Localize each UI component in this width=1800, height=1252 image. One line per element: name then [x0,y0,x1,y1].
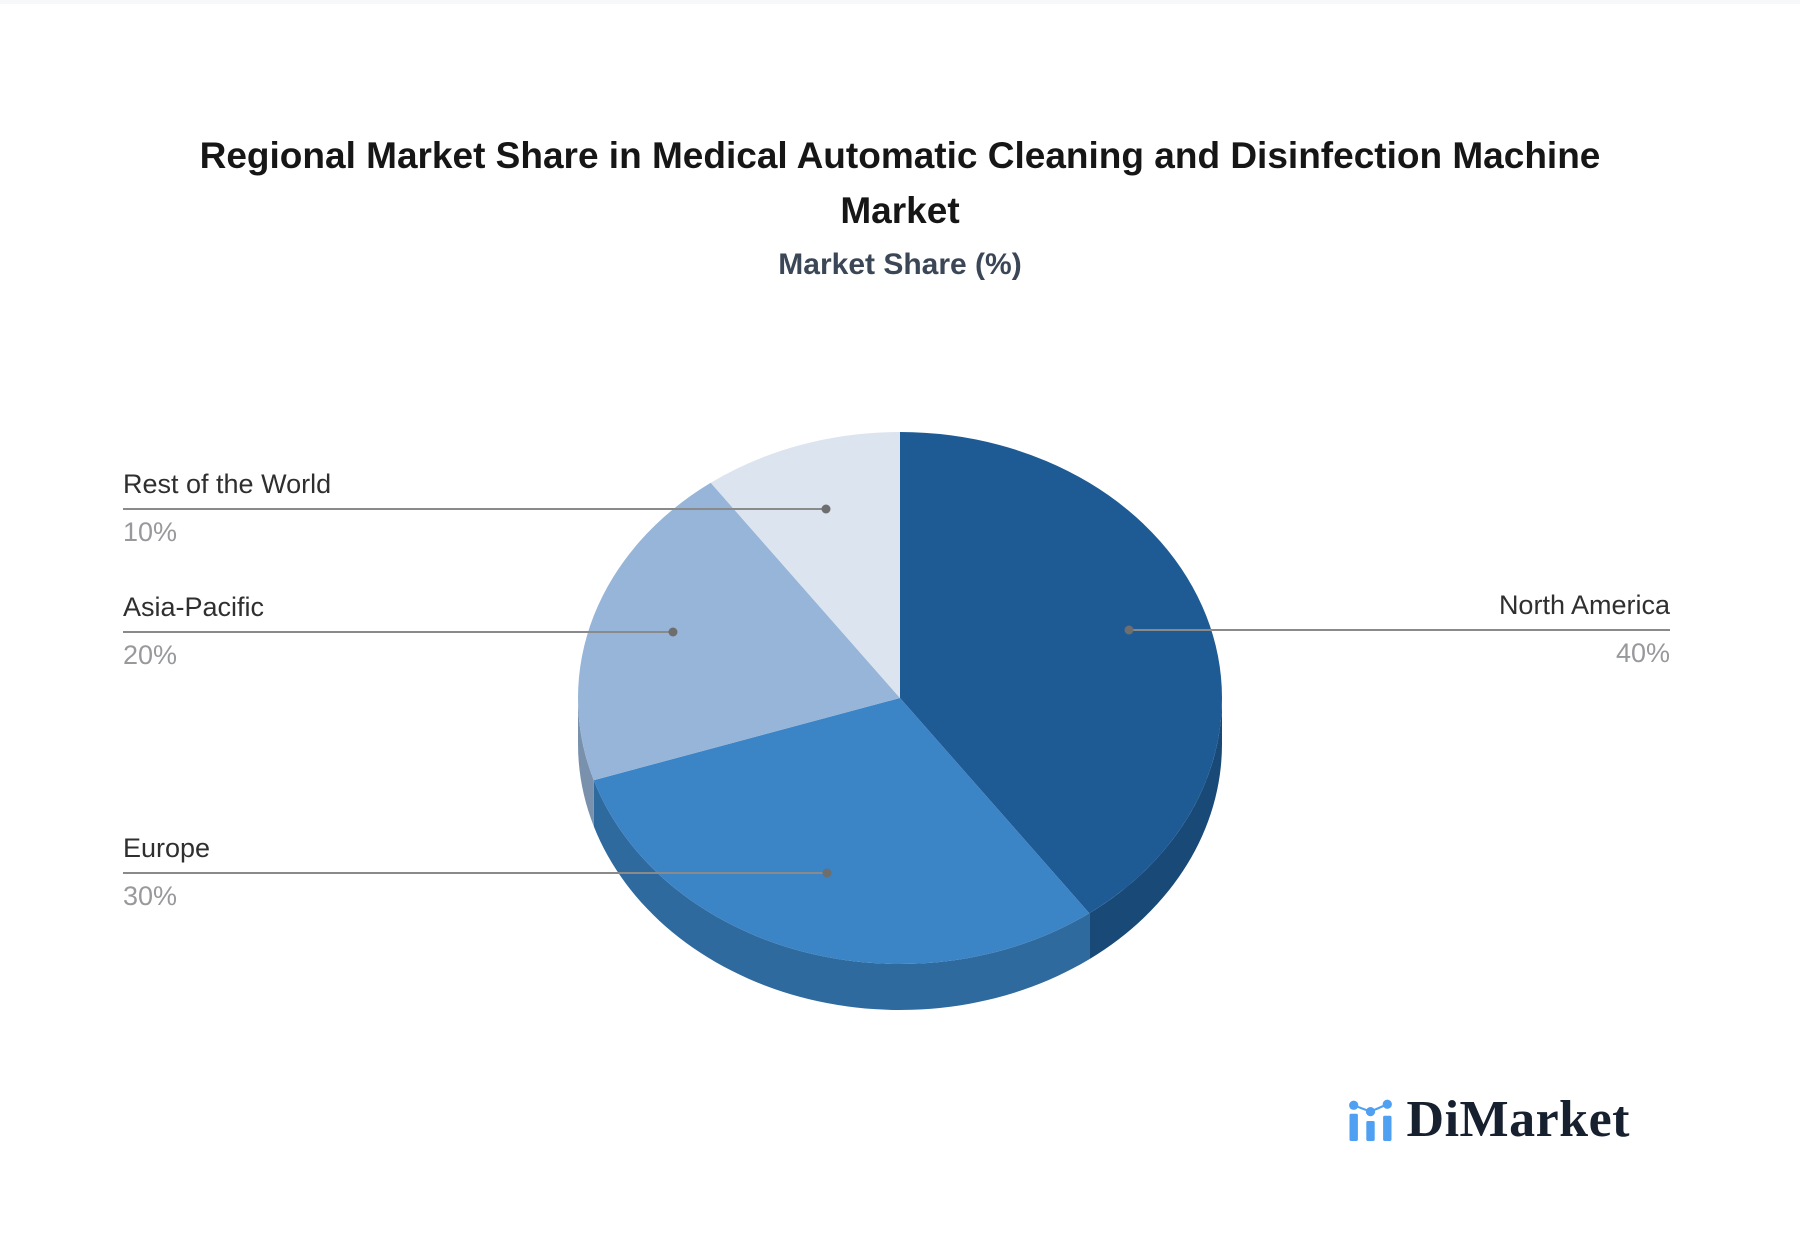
slice-label-asia-pacific: Asia-Pacific [123,592,265,622]
callout-asia-pacific: Asia-Pacific 20% [123,593,264,669]
slice-label-north-america: North America [1498,590,1670,620]
slice-percentage-europe: 30% [123,881,178,911]
bar-chart-icon [1348,1099,1392,1141]
slice-label-europe: Europe [123,833,211,863]
slice-percentage-north-america: 40% [1615,638,1670,668]
slice-label-rest-of-the-world: Rest of the World [123,469,332,499]
pie-slice-rest-of-the-world [710,432,900,698]
pie-slice-europe [593,698,1090,964]
chart-title-line-1: Regional Market Share in Medical Automat… [199,135,1601,176]
logo-text: DiMarket [1406,1091,1630,1148]
leader-dot-europe [822,868,832,878]
dimarket-logo: DiMarket [1347,1094,1630,1146]
slice-percentage-rest-of-the-world: 10% [123,517,178,547]
chart-subtitle: Market Share (%) [778,248,1022,281]
chart-title-line-2: Market [840,190,960,231]
leader-dot-rest-of-the-world [821,504,831,514]
leader-dot-asia-pacific [668,627,678,637]
top-edge-strip [0,0,1800,4]
callout-north-america: North America 40% [1499,591,1670,667]
pie-slice-side-north-america [1089,698,1222,960]
slice-percentage-asia-pacific: 20% [123,640,178,670]
pie-slice-north-america [900,432,1223,914]
pie-slice-side-asia-pacific [578,698,594,827]
pie-slice-side-europe [593,780,1090,1011]
chart-title: Regional Market Share in Medical Automat… [0,128,1800,238]
callout-europe: Europe 30% [123,834,210,910]
leader-dot-north-america [1124,625,1134,635]
pie-slice-asia-pacific [577,482,900,781]
callout-rest-of-the-world: Rest of the World 10% [123,470,331,546]
